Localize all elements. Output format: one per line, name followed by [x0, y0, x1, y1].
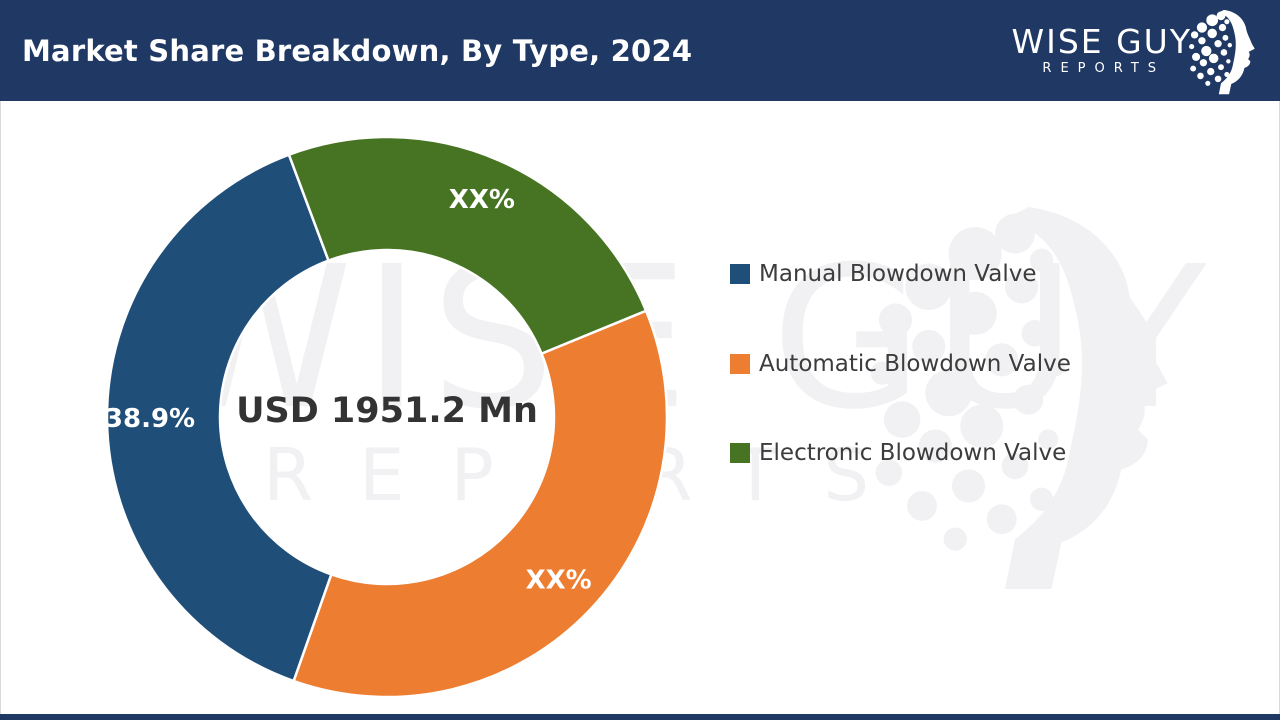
header: Market Share Breakdown, By Type, 2024 WI… [0, 0, 1280, 101]
segment-value-label-2: XX% [449, 185, 515, 215]
segment-value-label-1: XX% [526, 565, 592, 595]
donut-segment-0 [105, 153, 333, 683]
segment-value-label-0: 38.9% [105, 404, 195, 434]
legend-item-manual: Manual Blowdown Valve [730, 261, 1037, 287]
legend-item-electronic: Electronic Blowdown Valve [730, 440, 1066, 466]
brand-text: WISE GUY REPORTS [1011, 25, 1192, 76]
brand-face-icon [1189, 9, 1255, 94]
legend-label: Electronic Blowdown Valve [759, 440, 1067, 466]
footer-bar [0, 714, 1280, 720]
donut-chart: 38.9% XX% XX% [105, 135, 669, 699]
legend-swatch-automatic [730, 354, 750, 374]
legend-swatch-manual [730, 264, 750, 284]
watermark-face-icon [870, 207, 1168, 589]
legend-swatch-electronic [730, 443, 750, 463]
page-title: Market Share Breakdown, By Type, 2024 [22, 33, 693, 68]
chart-area: WISE GUY REPORTS [0, 101, 1280, 714]
donut-segment-2 [287, 135, 648, 355]
brand-logo: WISE GUY REPORTS [1011, 7, 1264, 95]
brand-subtitle: REPORTS [1042, 60, 1166, 76]
donut-segment-1 [292, 309, 669, 699]
legend-label: Automatic Blowdown Valve [759, 351, 1071, 377]
legend-label: Manual Blowdown Valve [759, 261, 1037, 287]
brand-name: WISE GUY [1011, 22, 1192, 62]
donut-center-value: USD 1951.2 Mn [236, 391, 538, 431]
legend-item-automatic: Automatic Blowdown Valve [730, 351, 1071, 377]
